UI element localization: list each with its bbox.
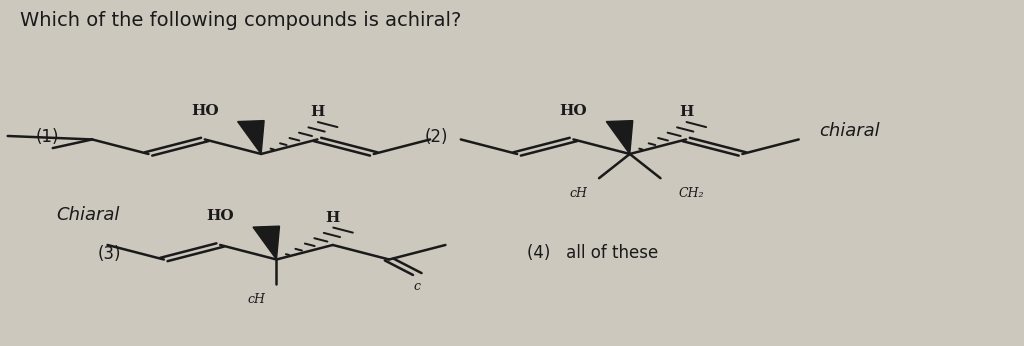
Text: H: H bbox=[679, 106, 693, 119]
Polygon shape bbox=[238, 121, 264, 154]
Text: HO: HO bbox=[560, 104, 587, 118]
Text: cH: cH bbox=[247, 293, 265, 306]
Text: (1): (1) bbox=[36, 128, 59, 146]
Text: HO: HO bbox=[207, 209, 233, 223]
Polygon shape bbox=[606, 121, 633, 154]
Text: H: H bbox=[310, 106, 325, 119]
Text: (2): (2) bbox=[425, 128, 449, 146]
Polygon shape bbox=[253, 226, 280, 260]
Text: Which of the following compounds is achiral?: Which of the following compounds is achi… bbox=[20, 11, 462, 30]
Text: CH₂: CH₂ bbox=[679, 187, 703, 200]
Text: (3): (3) bbox=[97, 245, 121, 263]
Text: HO: HO bbox=[191, 104, 218, 118]
Text: c: c bbox=[414, 280, 421, 293]
Text: cH: cH bbox=[569, 187, 588, 200]
Text: Chiaral: Chiaral bbox=[56, 206, 120, 224]
Text: chiaral: chiaral bbox=[819, 122, 880, 140]
Text: (4)   all of these: (4) all of these bbox=[527, 244, 658, 262]
Text: H: H bbox=[326, 211, 340, 225]
